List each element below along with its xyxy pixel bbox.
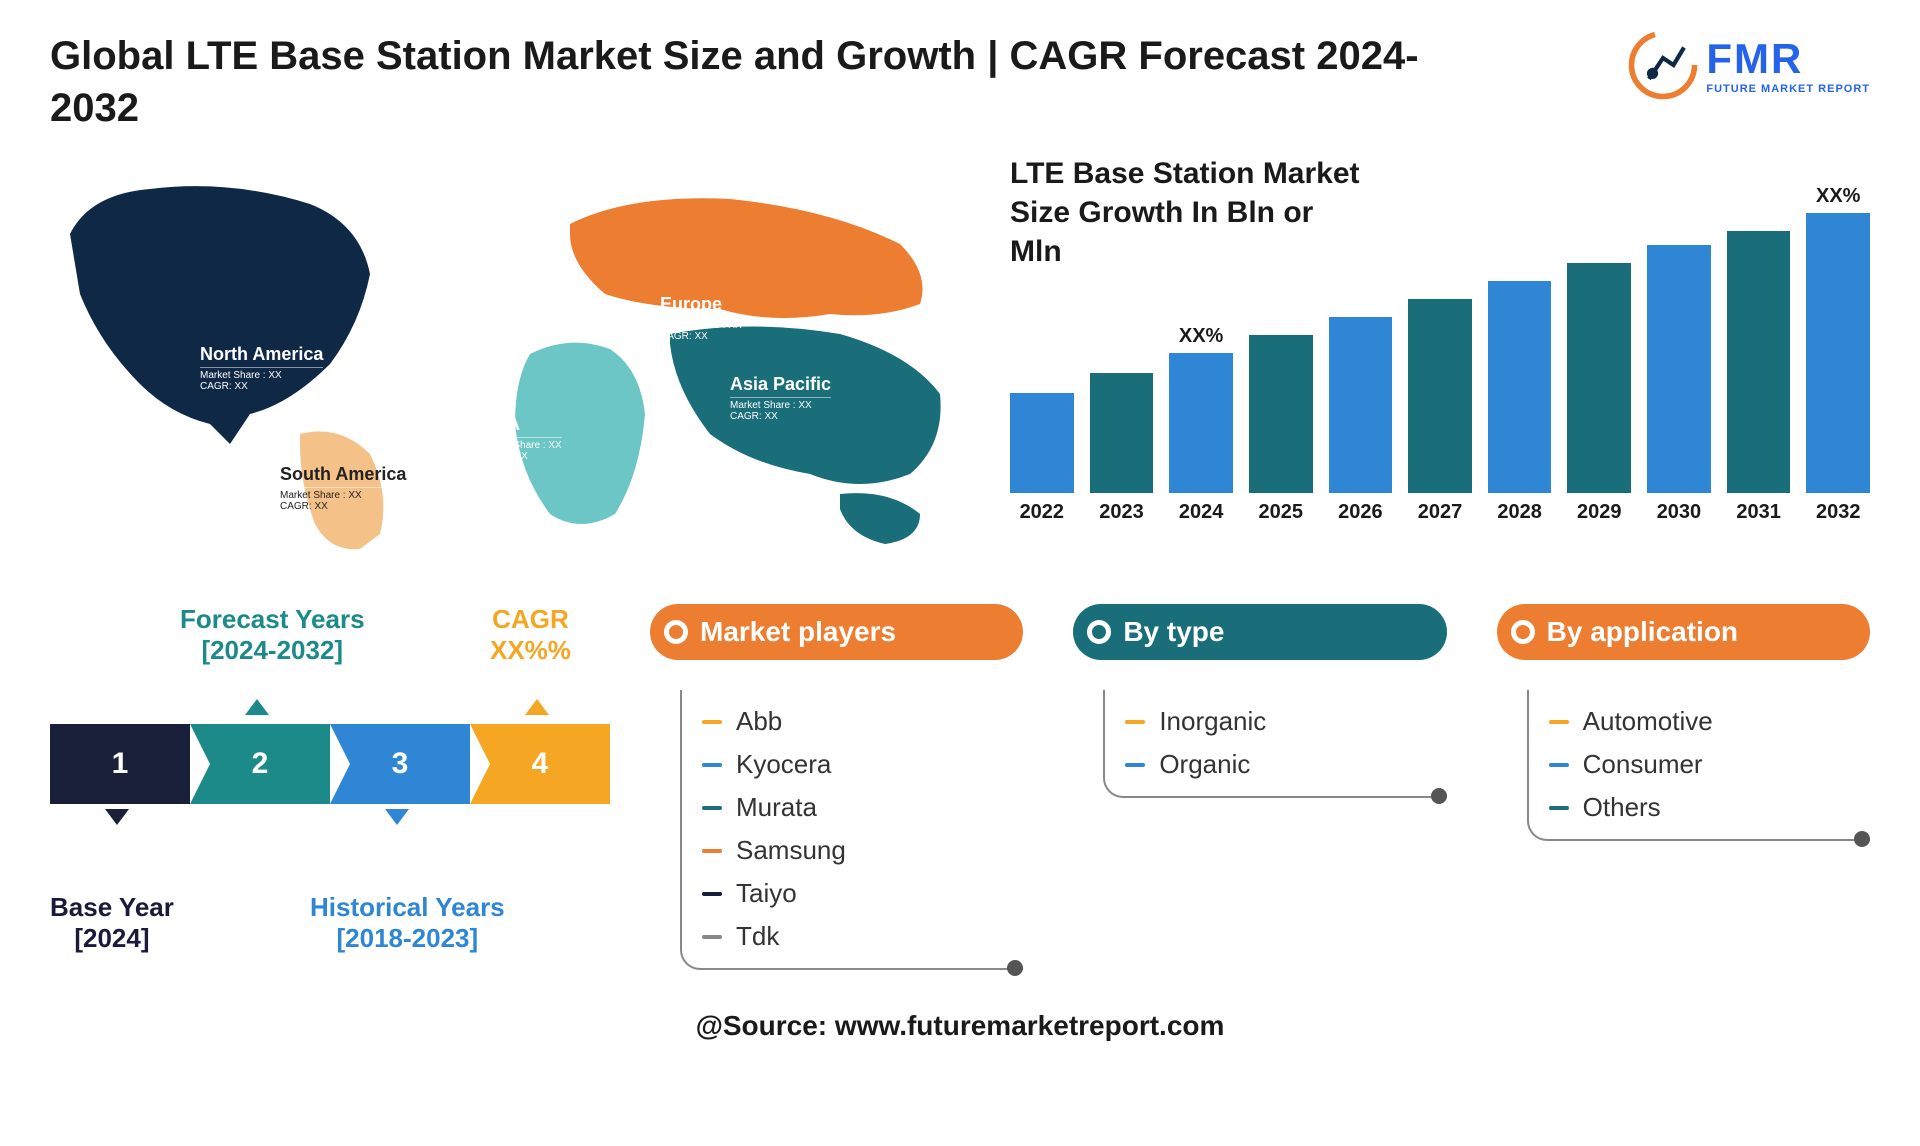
list-item: Organic — [1125, 743, 1446, 786]
list-item: Inorganic — [1125, 700, 1446, 743]
list-item: Consumer — [1549, 743, 1870, 786]
bar-2032: XX%2032 — [1806, 213, 1870, 524]
logo-brand: FMR — [1706, 35, 1870, 83]
logo-icon — [1628, 30, 1698, 100]
bar-2028: 2028 — [1488, 281, 1552, 524]
page-title: Global LTE Base Station Market Size and … — [50, 30, 1450, 134]
bar-2023: 2023 — [1090, 373, 1154, 524]
arrow-up-icon — [245, 699, 269, 715]
bar-2029: 2029 — [1567, 263, 1631, 524]
growth-bar-chart: LTE Base Station Market Size Growth In B… — [1010, 154, 1870, 554]
list-item: Kyocera — [702, 743, 1023, 786]
region-label-north-america: North AmericaMarket Share : XXCAGR: XX — [200, 344, 323, 392]
arrow-down-icon — [385, 809, 409, 825]
list-item: Automotive — [1549, 700, 1870, 743]
timeline-seg-4: 4 — [470, 724, 610, 804]
logo-sub: FUTURE MARKET REPORT — [1706, 83, 1870, 95]
list-item: Samsung — [702, 829, 1023, 872]
source-attribution: @Source: www.futuremarketreport.com — [50, 1010, 1870, 1042]
region-label-mea: MEAMarket Share : XXCAGR: XX — [480, 414, 562, 462]
list-item: Taiyo — [702, 872, 1023, 915]
region-label-europe: EuropeMarket Share : XXCAGR: XX — [660, 294, 742, 342]
category-header: By type — [1073, 604, 1446, 660]
arrow-down-icon — [105, 809, 129, 825]
list-item: Tdk — [702, 915, 1023, 958]
cagr-label: CAGRXX%% — [490, 604, 571, 666]
bar-2026: 2026 — [1329, 317, 1393, 524]
fmr-logo: FMR FUTURE MARKET REPORT — [1628, 30, 1870, 100]
timeline-seg-1: 1 — [50, 724, 190, 804]
list-item: Murata — [702, 786, 1023, 829]
map-svg — [50, 154, 970, 554]
timeline-bar: 1 2 3 4 — [50, 724, 610, 804]
bar-2030: 2030 — [1647, 245, 1711, 524]
category-list: AbbKyoceraMurataSamsungTaiyoTdk — [680, 690, 1023, 970]
forecast-label: Forecast Years[2024-2032] — [180, 604, 365, 666]
bar-2027: 2027 — [1408, 299, 1472, 524]
category-list: AutomotiveConsumerOthers — [1527, 690, 1870, 841]
timeline-chart: Forecast Years[2024-2032] CAGRXX%% 1 2 3… — [50, 604, 610, 954]
arrow-up-icon — [525, 699, 549, 715]
bar-2022: 2022 — [1010, 393, 1074, 524]
category-list: InorganicOrganic — [1103, 690, 1446, 798]
category-header: By application — [1497, 604, 1870, 660]
base-year-label: Base Year[2024] — [50, 892, 174, 954]
category-by-application: By application AutomotiveConsumerOthers — [1497, 604, 1870, 970]
bar-2031: 2031 — [1727, 231, 1791, 524]
historical-label: Historical Years[2018-2023] — [310, 892, 505, 954]
timeline-seg-2: 2 — [190, 724, 330, 804]
region-label-south-america: South AmericaMarket Share : XXCAGR: XX — [280, 464, 406, 512]
category-market-players: Market players AbbKyoceraMurataSamsungTai… — [650, 604, 1023, 970]
timeline-seg-3: 3 — [330, 724, 470, 804]
region-label-asia-pacific: Asia PacificMarket Share : XXCAGR: XX — [730, 374, 831, 422]
list-item: Abb — [702, 700, 1023, 743]
bar-2025: 2025 — [1249, 335, 1313, 524]
bar-2024: XX%2024 — [1169, 353, 1233, 524]
category-by-type: By type InorganicOrganic — [1073, 604, 1446, 970]
world-map: North AmericaMarket Share : XXCAGR: XX So… — [50, 154, 970, 554]
category-header: Market players — [650, 604, 1023, 660]
list-item: Others — [1549, 786, 1870, 829]
